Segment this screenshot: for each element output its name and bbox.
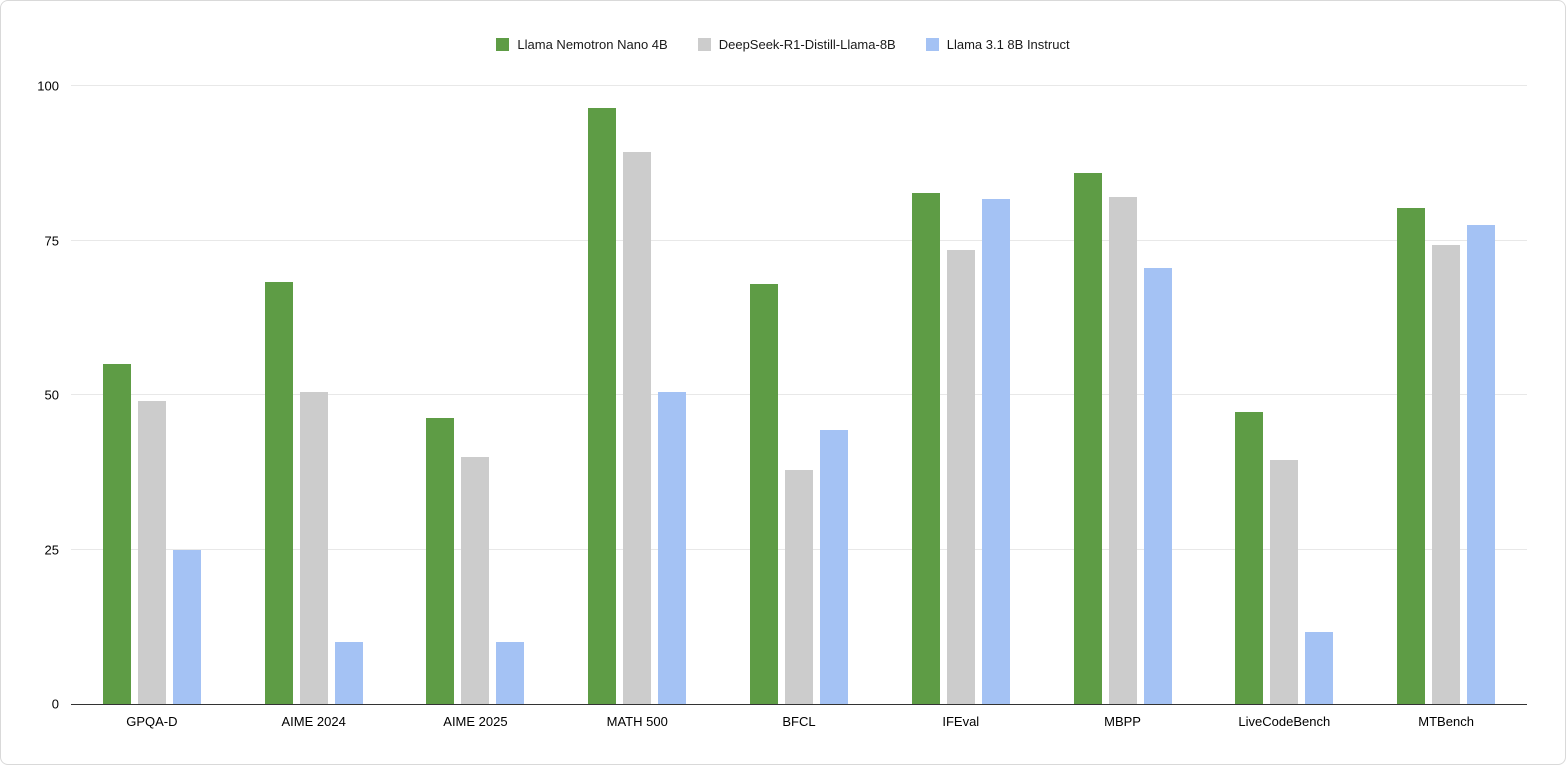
bar-llama-3-1-8b-instruct-aime-2025 xyxy=(496,642,525,704)
bar-deepseek-r1-distill-llama-8b-mbpp xyxy=(1108,197,1137,704)
x-tick-label-livecodebench: LiveCodeBench xyxy=(1238,714,1331,729)
bar-llama-nemotron-nano-4b-bfcl xyxy=(750,283,778,704)
legend-swatch-gray xyxy=(697,38,711,51)
bar-llama-3-1-8b-instruct-ifeval xyxy=(981,199,1010,704)
bar-group-bfcl xyxy=(750,283,848,704)
x-tick-label-bfcl: BFCL xyxy=(782,714,816,729)
bar-group-ifeval xyxy=(911,192,1010,704)
plot-area: 0 25 50 75 100 GPQA-D AIME 2024 AIME 2025 MATH 5… xyxy=(37,79,1527,729)
bar-group-aime-2024 xyxy=(264,281,363,704)
bar-deepseek-r1-distill-llama-8b-ifeval xyxy=(946,249,975,704)
y-tick-label-75: 75 xyxy=(44,233,59,248)
x-tick-label-aime-2024: AIME 2024 xyxy=(281,714,346,729)
bar-llama-nemotron-nano-4b-math-500 xyxy=(588,107,617,704)
y-tick-label-100: 100 xyxy=(37,78,59,94)
x-tick-label-mtbench: MTBench xyxy=(1418,714,1474,729)
x-tick-label-gpqa-d: GPQA-D xyxy=(126,714,178,729)
bar-llama-3-1-8b-instruct-aime-2024 xyxy=(334,642,363,704)
bar-llama-3-1-8b-instruct-livecodebench xyxy=(1305,631,1334,704)
y-tick-label-50: 50 xyxy=(44,387,59,403)
bar-llama-3-1-8b-instruct-math-500 xyxy=(658,391,687,704)
bar-llama-3-1-8b-instruct-mbpp xyxy=(1143,268,1172,704)
x-tick-label-math-500: MATH 500 xyxy=(606,714,668,729)
legend-item-llama-nemotron-nano-4b: Llama Nemotron Nano 4B xyxy=(496,37,668,52)
bar-deepseek-r1-distill-llama-8b-mtbench xyxy=(1432,244,1461,704)
bar-llama-nemotron-nano-4b-mbpp xyxy=(1073,172,1102,704)
legend-item-deepseek-r1-distill-llama-8b: DeepSeek-R1-Distill-Llama-8B xyxy=(697,37,896,52)
x-tick-label-aime-2025: AIME 2025 xyxy=(443,714,508,729)
legend-label: Llama 3.1 8B Instruct xyxy=(946,37,1070,52)
x-tick-label-mbpp: MBPP xyxy=(1104,714,1141,729)
bar-llama-nemotron-nano-4b-gpqa-d xyxy=(102,364,131,704)
bar-deepseek-r1-distill-llama-8b-livecodebench xyxy=(1270,459,1299,704)
bar-group-gpqa-d xyxy=(102,364,201,704)
bar-deepseek-r1-distill-llama-8b-aime-2024 xyxy=(299,391,328,704)
bar-llama-3-1-8b-instruct-mtbench xyxy=(1467,225,1496,704)
legend-label: DeepSeek-R1-Distill-Llama-8B xyxy=(718,37,896,52)
gridline-y-50 xyxy=(71,394,1527,395)
bar-deepseek-r1-distill-llama-8b-math-500 xyxy=(623,152,652,704)
bar-group-livecodebench xyxy=(1235,411,1334,704)
bar-group-math-500 xyxy=(588,107,687,704)
x-tick-label-ifeval: IFEval xyxy=(942,714,980,729)
chart-legend: Llama Nemotron Nano 4B DeepSeek-R1-Disti… xyxy=(1,37,1565,52)
gridline-y-75 xyxy=(71,239,1527,241)
gridline-y-100 xyxy=(71,85,1527,86)
bar-deepseek-r1-distill-llama-8b-aime-2025 xyxy=(461,456,490,704)
bar-llama-nemotron-nano-4b-mtbench xyxy=(1397,208,1426,704)
bar-llama-3-1-8b-instruct-gpqa-d xyxy=(172,549,201,704)
legend-swatch-green xyxy=(496,38,510,51)
bar-group-mbpp xyxy=(1073,172,1172,704)
bar-group-aime-2025 xyxy=(426,418,525,704)
legend-label: Llama Nemotron Nano 4B xyxy=(517,37,668,52)
bar-deepseek-r1-distill-llama-8b-bfcl xyxy=(785,470,813,704)
bar-llama-nemotron-nano-4b-ifeval xyxy=(911,192,940,704)
legend-swatch-blue xyxy=(925,38,939,51)
bar-llama-nemotron-nano-4b-aime-2024 xyxy=(264,281,293,704)
y-tick-label-0: 0 xyxy=(51,696,59,712)
bar-deepseek-r1-distill-llama-8b-gpqa-d xyxy=(137,401,166,704)
y-tick-label-25: 25 xyxy=(44,542,59,557)
bar-llama-3-1-8b-instruct-bfcl xyxy=(820,430,848,704)
bar-llama-nemotron-nano-4b-livecodebench xyxy=(1235,411,1264,704)
legend-item-llama-3-1-8b-instruct: Llama 3.1 8B Instruct xyxy=(925,37,1070,52)
bar-group-mtbench xyxy=(1397,208,1496,704)
bar-llama-nemotron-nano-4b-aime-2025 xyxy=(426,418,455,704)
